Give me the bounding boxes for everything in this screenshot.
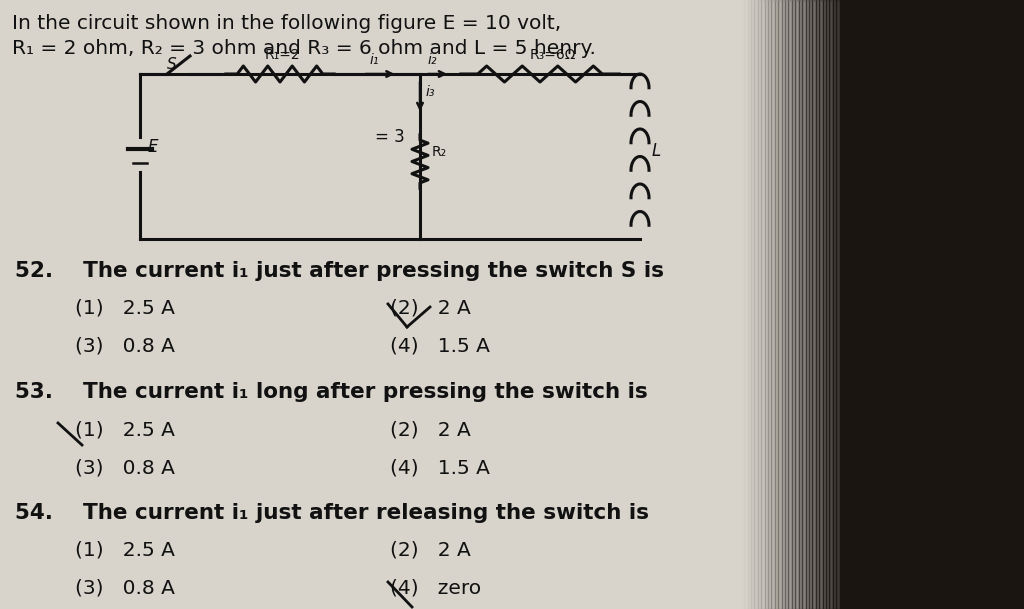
Bar [740, 0, 744, 609]
Text: (3)   0.8 A: (3) 0.8 A [75, 458, 175, 477]
Text: 54.    The current i₁ just after releasing the switch is: 54. The current i₁ just after releasing … [15, 503, 649, 523]
Bar [822, 0, 826, 609]
Text: E: E [148, 138, 159, 155]
Bar [833, 0, 837, 609]
Text: R₂: R₂ [432, 146, 447, 160]
Bar [826, 0, 829, 609]
Text: (2)   2 A: (2) 2 A [390, 541, 471, 560]
Bar [775, 0, 778, 609]
Bar [799, 0, 802, 609]
Bar [788, 0, 792, 609]
Text: (4)   1.5 A: (4) 1.5 A [390, 458, 489, 477]
Text: 53.    The current i₁ long after pressing the switch is: 53. The current i₁ long after pressing t… [15, 382, 648, 402]
Bar [778, 0, 781, 609]
Bar [812, 0, 816, 609]
Bar [751, 0, 755, 609]
Bar [771, 0, 775, 609]
Bar [765, 0, 768, 609]
Text: i₁: i₁ [370, 53, 379, 67]
Bar [748, 0, 751, 609]
Bar [781, 0, 785, 609]
Bar [768, 0, 771, 609]
Bar [837, 0, 840, 609]
Bar [761, 0, 765, 609]
Bar [840, 0, 1024, 609]
Text: i₂: i₂ [428, 53, 437, 67]
Bar [758, 0, 761, 609]
Bar [819, 0, 822, 609]
Text: i₃: i₃ [426, 85, 435, 99]
Text: (1)   2.5 A: (1) 2.5 A [75, 299, 175, 318]
Text: (4)   zero: (4) zero [390, 579, 481, 598]
Bar [737, 0, 740, 609]
Text: (1)   2.5 A: (1) 2.5 A [75, 541, 175, 560]
Text: = 3: = 3 [375, 127, 404, 146]
Bar [785, 0, 788, 609]
Bar [796, 0, 799, 609]
Text: (1)   2.5 A: (1) 2.5 A [75, 420, 175, 439]
Text: In the circuit shown in the following figure E = 10 volt,: In the circuit shown in the following fi… [12, 14, 561, 33]
Bar [802, 0, 806, 609]
Bar [806, 0, 809, 609]
Bar [816, 0, 819, 609]
Text: (2)   2 A: (2) 2 A [390, 299, 471, 318]
Bar [755, 0, 758, 609]
Bar [744, 0, 748, 609]
Text: (3)   0.8 A: (3) 0.8 A [75, 337, 175, 356]
Text: (4)   1.5 A: (4) 1.5 A [390, 337, 489, 356]
Text: (3)   0.8 A: (3) 0.8 A [75, 579, 175, 598]
Text: R₃=6Ω: R₃=6Ω [530, 48, 577, 62]
Text: (2)   2 A: (2) 2 A [390, 420, 471, 439]
Bar [792, 0, 796, 609]
Text: 52.    The current i₁ just after pressing the switch S is: 52. The current i₁ just after pressing t… [15, 261, 664, 281]
Text: R₁=2: R₁=2 [265, 48, 301, 62]
Bar [829, 0, 833, 609]
Text: S: S [167, 57, 176, 72]
Text: L: L [652, 143, 662, 161]
Bar [809, 0, 812, 609]
Text: R₁ = 2 ohm, R₂ = 3 ohm and R₃ = 6 ohm and L = 5 henry.: R₁ = 2 ohm, R₂ = 3 ohm and R₃ = 6 ohm an… [12, 39, 596, 58]
